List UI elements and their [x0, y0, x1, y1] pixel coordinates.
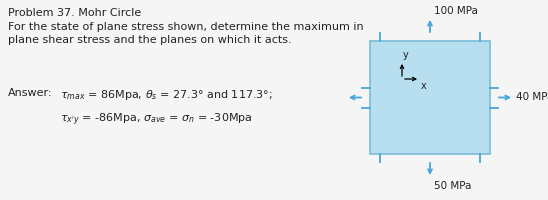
- Text: For the state of plane stress shown, determine the maximum in: For the state of plane stress shown, det…: [8, 22, 364, 32]
- Text: 100 MPa: 100 MPa: [434, 6, 478, 16]
- Text: 50 MPa: 50 MPa: [434, 180, 471, 190]
- Text: y: y: [403, 50, 409, 60]
- Text: plane shear stress and the planes on which it acts.: plane shear stress and the planes on whi…: [8, 35, 292, 45]
- Bar: [370, 42, 490, 154]
- Text: $\tau_{x'y}$ = -86Mpa, $\sigma_{ave}$ = $\sigma_n$ = -30Mpa: $\tau_{x'y}$ = -86Mpa, $\sigma_{ave}$ = …: [60, 111, 253, 128]
- Text: $\tau_{max}$ = 86Mpa, $\theta_s$ = 27.3° and 117.3°;: $\tau_{max}$ = 86Mpa, $\theta_s$ = 27.3°…: [60, 88, 273, 101]
- Text: x: x: [421, 81, 427, 91]
- Text: Problem 37. Mohr Circle: Problem 37. Mohr Circle: [8, 8, 141, 18]
- Text: 40 MPa: 40 MPa: [516, 92, 548, 102]
- Text: Answer:: Answer:: [8, 88, 53, 98]
